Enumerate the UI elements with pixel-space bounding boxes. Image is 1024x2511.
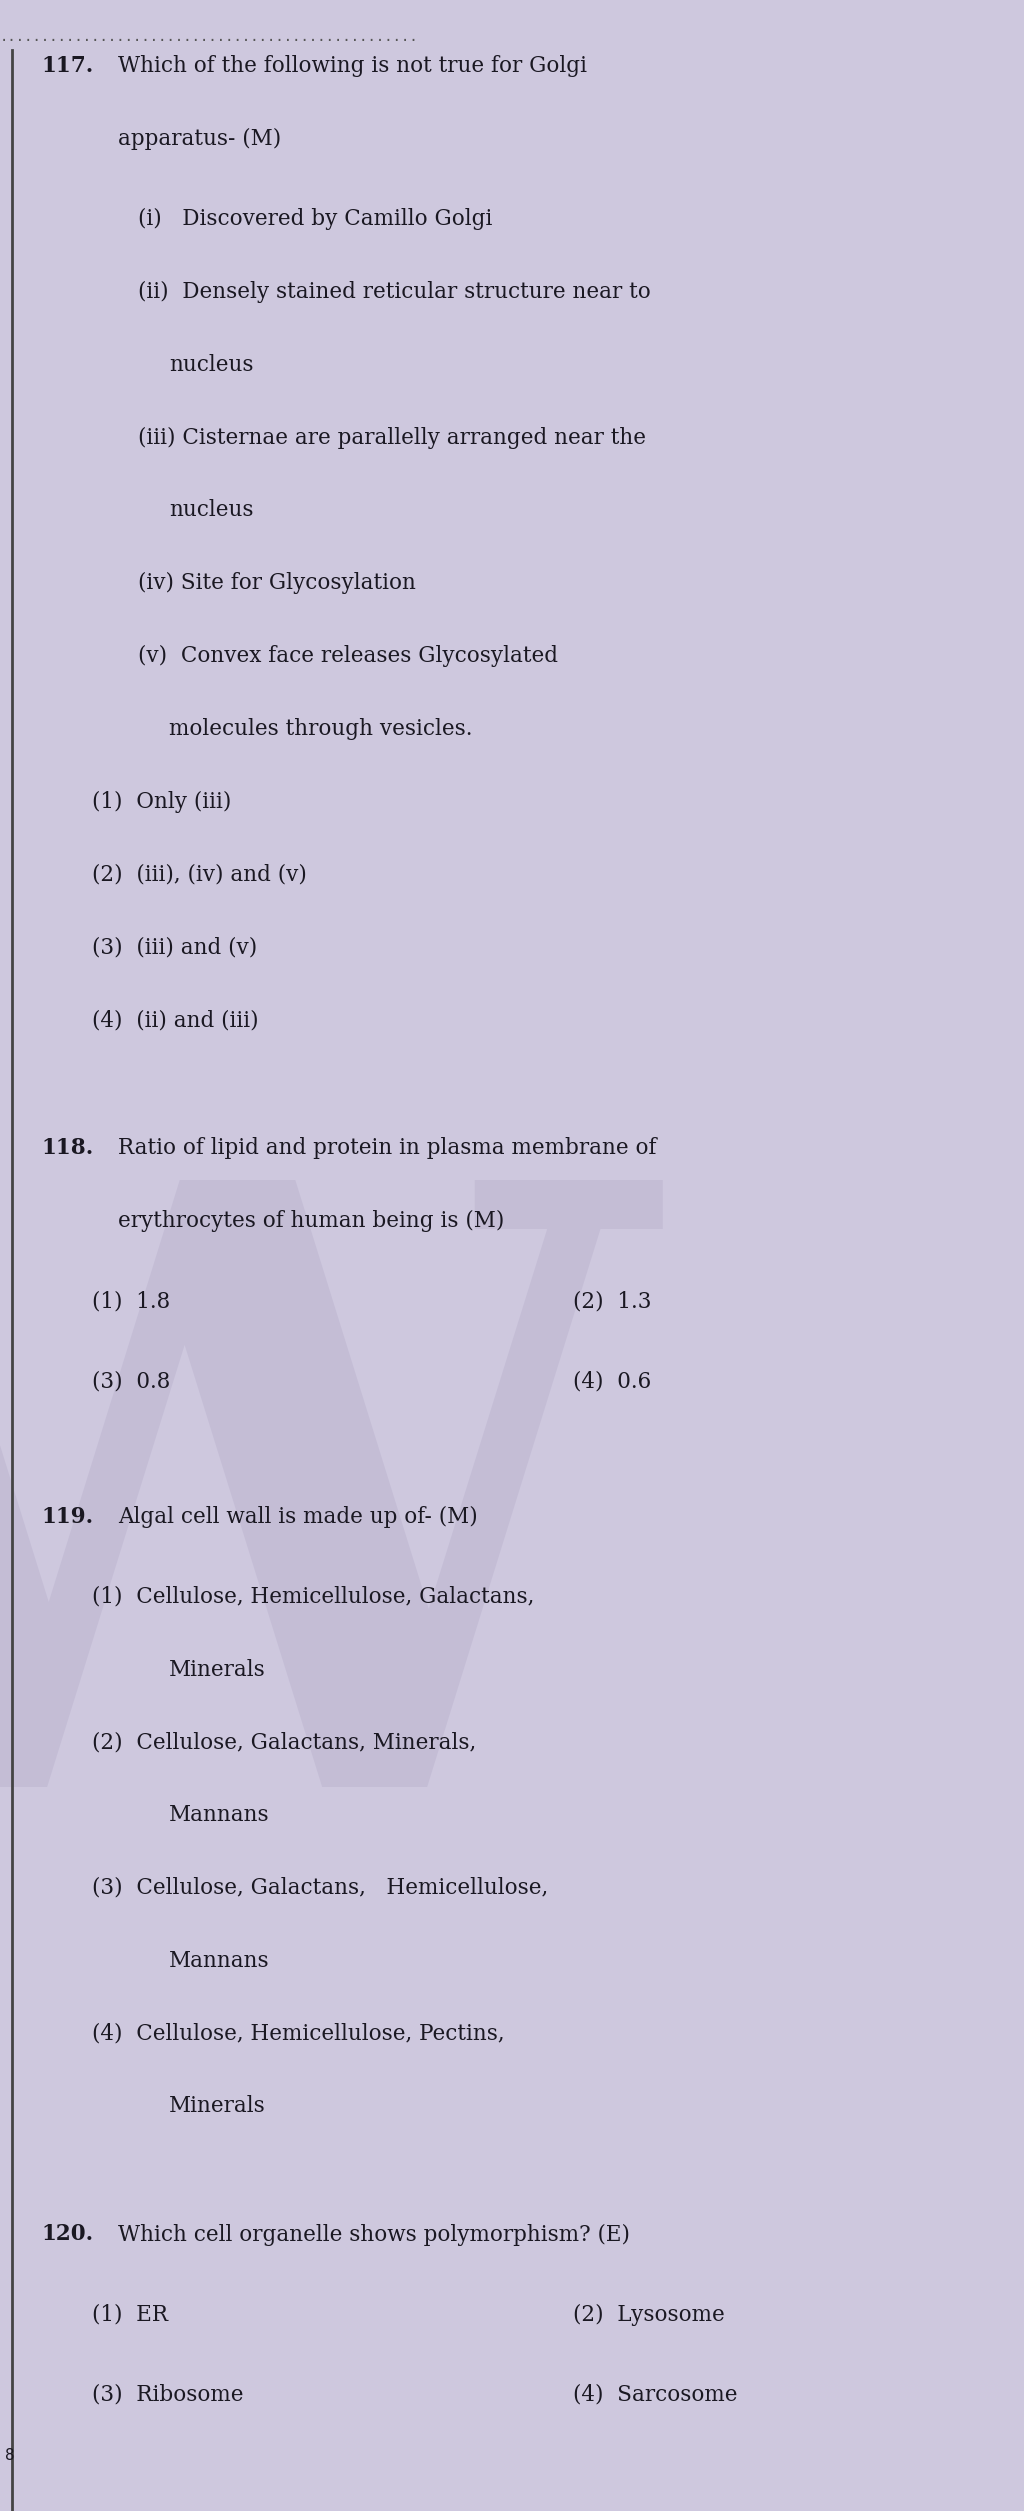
Text: 117.: 117. bbox=[41, 55, 93, 78]
Text: Which of the following is not true for Golgi: Which of the following is not true for G… bbox=[118, 55, 587, 78]
Text: Minerals: Minerals bbox=[169, 1660, 265, 1680]
Text: (4)  Cellulose, Hemicellulose, Pectins,: (4) Cellulose, Hemicellulose, Pectins, bbox=[92, 2024, 505, 2044]
Text: (3)  Ribosome: (3) Ribosome bbox=[92, 2383, 244, 2406]
Text: 118.: 118. bbox=[41, 1137, 93, 1160]
Text: 119.: 119. bbox=[41, 1507, 93, 1527]
Text: (i)   Discovered by Camillo Golgi: (i) Discovered by Camillo Golgi bbox=[138, 208, 493, 231]
Text: 8: 8 bbox=[5, 2448, 14, 2463]
Text: Mannans: Mannans bbox=[169, 1805, 269, 1825]
Text: (2)  1.3: (2) 1.3 bbox=[573, 1291, 652, 1313]
Text: (3)  Cellulose, Galactans,   Hemicellulose,: (3) Cellulose, Galactans, Hemicellulose, bbox=[92, 1878, 549, 1898]
Text: apparatus- (M): apparatus- (M) bbox=[118, 128, 281, 151]
Text: ..................................................: ........................................… bbox=[0, 30, 419, 45]
Text: (4)  Sarcosome: (4) Sarcosome bbox=[573, 2383, 738, 2406]
Text: (2)  Cellulose, Galactans, Minerals,: (2) Cellulose, Galactans, Minerals, bbox=[92, 1733, 476, 1753]
Text: W: W bbox=[0, 1155, 652, 1959]
Text: Ratio of lipid and protein in plasma membrane of: Ratio of lipid and protein in plasma mem… bbox=[118, 1137, 656, 1160]
Text: Mannans: Mannans bbox=[169, 1951, 269, 1971]
Text: Which cell organelle shows polymorphism? (E): Which cell organelle shows polymorphism?… bbox=[118, 2225, 630, 2245]
Text: nucleus: nucleus bbox=[169, 354, 254, 377]
Text: (4)  (ii) and (iii): (4) (ii) and (iii) bbox=[92, 1009, 259, 1032]
Text: 120.: 120. bbox=[41, 2225, 93, 2245]
Text: molecules through vesicles.: molecules through vesicles. bbox=[169, 718, 472, 741]
Text: (4)  0.6: (4) 0.6 bbox=[573, 1371, 651, 1391]
Text: (iv) Site for Glycosylation: (iv) Site for Glycosylation bbox=[138, 573, 416, 595]
Text: (2)  Lysosome: (2) Lysosome bbox=[573, 2303, 725, 2325]
Text: (2)  (iii), (iv) and (v): (2) (iii), (iv) and (v) bbox=[92, 864, 307, 886]
Text: (1)  Cellulose, Hemicellulose, Galactans,: (1) Cellulose, Hemicellulose, Galactans, bbox=[92, 1587, 535, 1607]
Text: (ii)  Densely stained reticular structure near to: (ii) Densely stained reticular structure… bbox=[138, 281, 651, 304]
Text: erythrocytes of human being is (M): erythrocytes of human being is (M) bbox=[118, 1210, 504, 1233]
Text: (iii) Cisternae are parallelly arranged near the: (iii) Cisternae are parallelly arranged … bbox=[138, 427, 646, 449]
Text: (1)  1.8: (1) 1.8 bbox=[92, 1291, 170, 1313]
Text: Algal cell wall is made up of- (M): Algal cell wall is made up of- (M) bbox=[118, 1507, 477, 1527]
Text: (1)  Only (iii): (1) Only (iii) bbox=[92, 791, 231, 814]
Text: nucleus: nucleus bbox=[169, 500, 254, 522]
Text: (1)  ER: (1) ER bbox=[92, 2303, 168, 2325]
Text: (v)  Convex face releases Glycosylated: (v) Convex face releases Glycosylated bbox=[138, 645, 558, 668]
Text: (3)  (iii) and (v): (3) (iii) and (v) bbox=[92, 937, 257, 959]
Text: Minerals: Minerals bbox=[169, 2097, 265, 2117]
Text: (3)  0.8: (3) 0.8 bbox=[92, 1371, 171, 1391]
